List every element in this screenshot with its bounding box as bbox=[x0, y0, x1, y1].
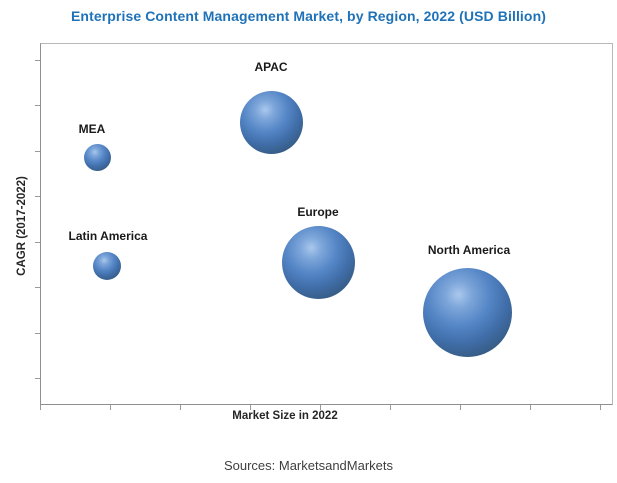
x-axis-label: Market Size in 2022 bbox=[232, 410, 338, 422]
bubble-label-europe: Europe bbox=[297, 205, 339, 219]
y-axis-tick bbox=[35, 60, 40, 61]
bubble-apac bbox=[239, 90, 303, 154]
y-axis-tick bbox=[35, 333, 40, 334]
x-axis-tick bbox=[390, 405, 391, 410]
x-axis-tick bbox=[320, 405, 321, 410]
y-axis-label: CAGR (2017-2022) bbox=[16, 176, 28, 276]
y-axis-tick bbox=[35, 287, 40, 288]
y-axis-tick bbox=[35, 378, 40, 379]
bubble-latin-america bbox=[93, 252, 121, 280]
y-axis-tick bbox=[35, 151, 40, 152]
source-note: Sources: MarketsandMarkets bbox=[223, 458, 394, 473]
bubble-label-north-america: North America bbox=[427, 243, 511, 257]
y-axis-tick bbox=[35, 196, 40, 197]
x-axis-tick bbox=[460, 405, 461, 410]
plot-area bbox=[40, 43, 613, 405]
x-axis-tick bbox=[250, 405, 251, 410]
x-axis-tick bbox=[180, 405, 181, 410]
x-axis-tick bbox=[600, 405, 601, 410]
bubble-label-latin-america: Latin America bbox=[68, 229, 148, 243]
x-axis-tick bbox=[110, 405, 111, 410]
x-axis-tick bbox=[40, 405, 41, 410]
bubble-north-america bbox=[422, 267, 512, 357]
chart-title: Enterprise Content Management Market, by… bbox=[70, 8, 546, 24]
y-axis-tick bbox=[35, 105, 40, 106]
x-axis-tick bbox=[530, 405, 531, 410]
bubble-europe bbox=[281, 225, 355, 299]
y-axis-tick bbox=[35, 242, 40, 243]
bubble-mea bbox=[83, 143, 111, 171]
bubble-label-mea: MEA bbox=[78, 122, 106, 136]
bubble-label-apac: APAC bbox=[254, 60, 288, 74]
